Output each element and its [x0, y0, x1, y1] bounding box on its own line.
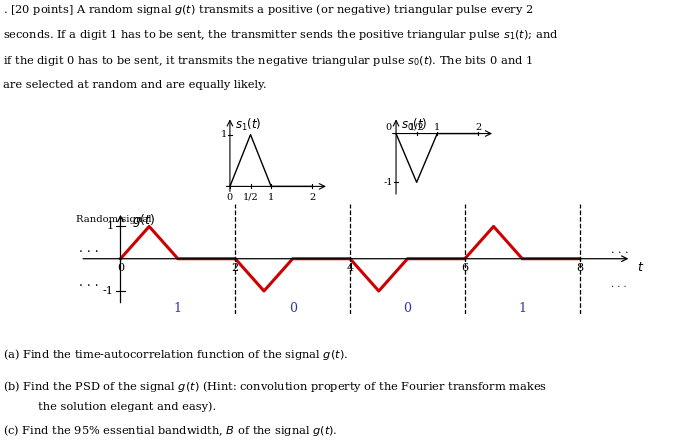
Text: 1: 1 — [106, 221, 114, 232]
Text: 1: 1 — [518, 302, 526, 315]
Text: 1: 1 — [174, 302, 182, 315]
Text: . . .: . . . — [612, 280, 627, 289]
Text: . . .: . . . — [612, 245, 629, 255]
Text: (c) Find the 95% essential bandwidth, $B$ of the signal $g(t)$.: (c) Find the 95% essential bandwidth, $B… — [3, 423, 338, 438]
Text: 4: 4 — [346, 263, 354, 272]
Text: Random signal: Random signal — [76, 215, 151, 224]
Text: 1: 1 — [434, 123, 441, 132]
Text: 1/2: 1/2 — [243, 193, 258, 202]
Text: are selected at random and are equally likely.: are selected at random and are equally l… — [3, 80, 267, 90]
Text: (a) Find the time-autocorrelation function of the signal $g(t)$.: (a) Find the time-autocorrelation functi… — [3, 347, 348, 362]
Text: 2: 2 — [232, 263, 239, 272]
Text: 6: 6 — [461, 263, 468, 272]
Text: $g(t)$: $g(t)$ — [132, 212, 155, 229]
Text: if the digit 0 has to be sent, it transmits the negative triangular pulse $s_0(t: if the digit 0 has to be sent, it transm… — [3, 54, 534, 68]
Text: 0: 0 — [227, 193, 233, 202]
Text: 2: 2 — [309, 193, 315, 202]
Text: 0: 0 — [386, 123, 392, 132]
Text: . . .: . . . — [79, 242, 99, 255]
Text: -1: -1 — [103, 286, 114, 296]
Text: 1: 1 — [268, 193, 275, 202]
Text: seconds. If a digit 1 has to be sent, the transmitter sends the positive triangu: seconds. If a digit 1 has to be sent, th… — [3, 28, 559, 42]
Text: 1/2: 1/2 — [409, 123, 424, 132]
Text: . . .: . . . — [79, 276, 99, 289]
Text: . [20 points] A random signal $g(t)$ transmits a positive (or negative) triangul: . [20 points] A random signal $g(t)$ tra… — [3, 2, 534, 17]
Text: $s_1(t)$: $s_1(t)$ — [235, 116, 262, 133]
Text: 0: 0 — [289, 302, 297, 315]
Text: $t$: $t$ — [637, 261, 644, 274]
Text: -1: -1 — [383, 178, 393, 187]
Text: 1: 1 — [220, 130, 226, 139]
Text: 2: 2 — [475, 123, 481, 132]
Text: 8: 8 — [576, 263, 583, 272]
Text: the solution elegant and easy).: the solution elegant and easy). — [20, 401, 216, 412]
Text: $s_0(t)$: $s_0(t)$ — [401, 116, 428, 133]
Text: 0: 0 — [117, 263, 124, 272]
Text: 0: 0 — [403, 302, 412, 315]
Text: (b) Find the PSD of the signal $g(t)$ (Hint: convolution property of the Fourier: (b) Find the PSD of the signal $g(t)$ (H… — [3, 379, 547, 393]
